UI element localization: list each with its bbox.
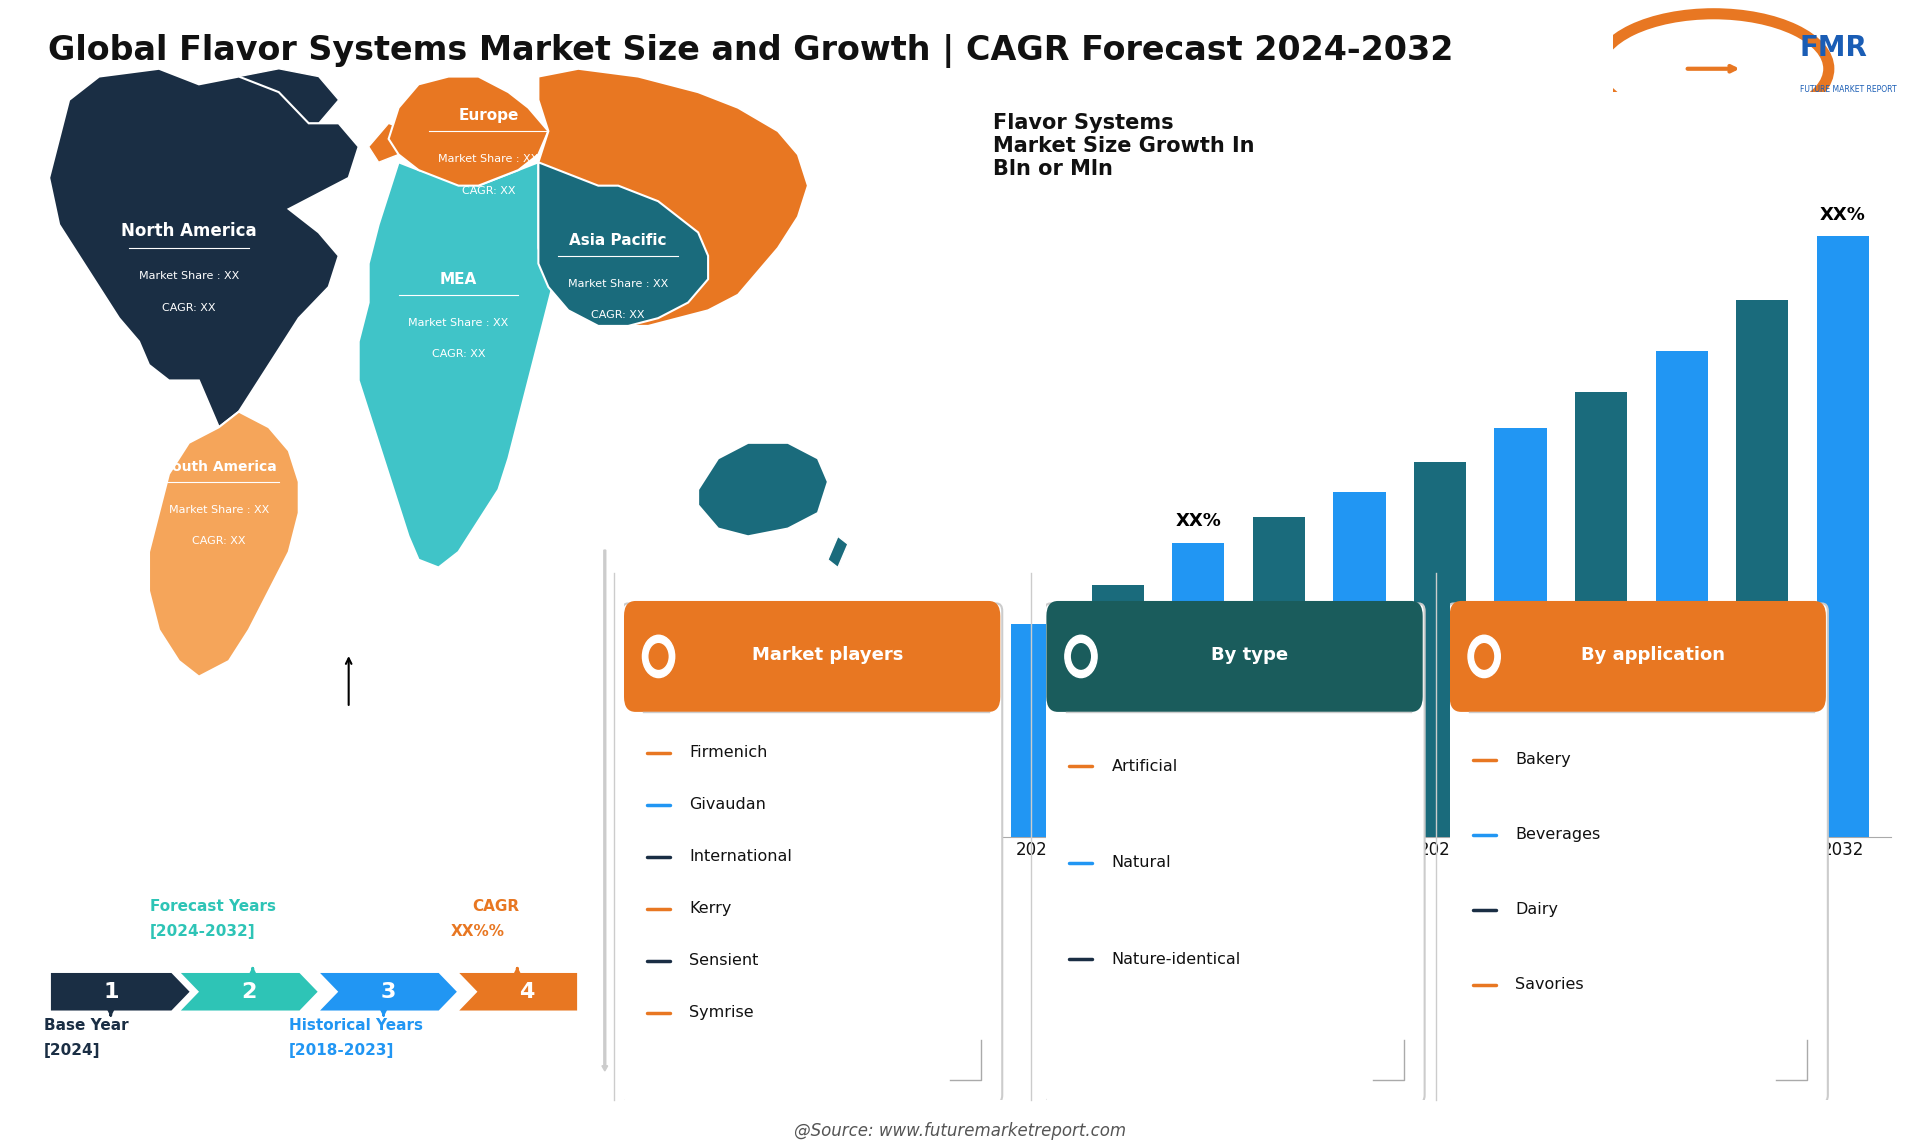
- Text: CAGR: XX: CAGR: XX: [192, 536, 246, 547]
- Text: International: International: [689, 849, 793, 864]
- FancyBboxPatch shape: [1450, 601, 1826, 712]
- Text: XX%: XX%: [1820, 205, 1866, 223]
- Text: XX%: XX%: [1175, 512, 1221, 531]
- Circle shape: [1069, 642, 1092, 670]
- Bar: [1816, 236, 1868, 837]
- Text: Europe: Europe: [459, 109, 518, 124]
- Text: 4: 4: [518, 982, 534, 1002]
- Polygon shape: [238, 69, 338, 124]
- Text: FMR: FMR: [1801, 34, 1868, 62]
- Text: Asia Pacific: Asia Pacific: [570, 233, 666, 248]
- Text: [2024-2032]: [2024-2032]: [150, 925, 255, 940]
- Bar: [1012, 623, 1064, 837]
- FancyBboxPatch shape: [1046, 601, 1423, 712]
- Text: Market Share : XX: Market Share : XX: [568, 280, 668, 289]
- Text: CAGR: XX: CAGR: XX: [591, 311, 645, 321]
- Bar: [1171, 543, 1225, 837]
- Circle shape: [1473, 642, 1496, 670]
- Polygon shape: [369, 124, 409, 163]
- Bar: [1092, 586, 1144, 837]
- Text: Global Flavor Systems Market Size and Growth | CAGR Forecast 2024-2032: Global Flavor Systems Market Size and Gr…: [48, 34, 1453, 69]
- Text: Savories: Savories: [1515, 978, 1584, 992]
- Circle shape: [647, 642, 670, 670]
- Circle shape: [1469, 635, 1500, 677]
- Text: XX%%: XX%%: [451, 925, 505, 940]
- Text: Market Share : XX: Market Share : XX: [438, 155, 540, 165]
- Text: Dairy: Dairy: [1515, 902, 1557, 917]
- Text: Givaudan: Givaudan: [689, 798, 766, 813]
- Text: [2018-2023]: [2018-2023]: [290, 1043, 394, 1058]
- Text: South America: South America: [161, 460, 276, 474]
- Text: [2024]: [2024]: [44, 1043, 100, 1058]
- Polygon shape: [317, 972, 459, 1012]
- Text: Bakery: Bakery: [1515, 752, 1571, 767]
- Polygon shape: [457, 972, 578, 1012]
- FancyBboxPatch shape: [624, 601, 1000, 712]
- Text: Symrise: Symrise: [689, 1005, 755, 1020]
- Polygon shape: [699, 442, 828, 536]
- Bar: [1736, 300, 1788, 837]
- Text: Beverages: Beverages: [1515, 827, 1599, 842]
- Text: Artificial: Artificial: [1112, 759, 1179, 774]
- FancyBboxPatch shape: [622, 604, 1002, 1102]
- Polygon shape: [828, 536, 849, 567]
- Bar: [1252, 517, 1306, 837]
- Text: Base Year: Base Year: [44, 1018, 129, 1033]
- Circle shape: [643, 635, 674, 677]
- Text: Natural: Natural: [1112, 855, 1171, 870]
- Bar: [1413, 462, 1467, 837]
- Text: Historical Years: Historical Years: [290, 1018, 422, 1033]
- Text: FUTURE MARKET REPORT: FUTURE MARKET REPORT: [1801, 85, 1897, 94]
- Text: 1: 1: [104, 982, 119, 1002]
- Polygon shape: [50, 972, 192, 1012]
- Circle shape: [1066, 635, 1096, 677]
- Text: Firmenich: Firmenich: [689, 745, 768, 760]
- Text: 3: 3: [380, 982, 396, 1002]
- Polygon shape: [538, 69, 808, 325]
- Text: Market players: Market players: [753, 646, 902, 665]
- Bar: [1332, 492, 1386, 837]
- Polygon shape: [50, 69, 359, 427]
- Text: CAGR: XX: CAGR: XX: [461, 186, 515, 196]
- Text: CAGR: CAGR: [472, 900, 520, 915]
- Text: MEA: MEA: [440, 272, 478, 286]
- Text: CAGR: XX: CAGR: XX: [432, 350, 486, 360]
- Text: Forecast Years: Forecast Years: [150, 900, 276, 915]
- FancyBboxPatch shape: [1448, 604, 1828, 1102]
- Text: Market Share : XX: Market Share : XX: [138, 272, 240, 282]
- Polygon shape: [359, 163, 568, 567]
- Text: Sensient: Sensient: [689, 953, 758, 968]
- Text: Market Share : XX: Market Share : XX: [169, 505, 269, 516]
- Bar: [1574, 392, 1628, 837]
- Polygon shape: [388, 77, 549, 186]
- Text: Nature-identical: Nature-identical: [1112, 951, 1240, 966]
- Text: @Source: www.futuremarketreport.com: @Source: www.futuremarketreport.com: [795, 1122, 1125, 1140]
- Text: Flavor Systems
Market Size Growth In
Bln or Mln: Flavor Systems Market Size Growth In Bln…: [993, 113, 1254, 180]
- Text: 2: 2: [240, 982, 255, 1002]
- Text: North America: North America: [121, 222, 257, 241]
- FancyBboxPatch shape: [1044, 604, 1425, 1102]
- Text: Kerry: Kerry: [689, 901, 732, 916]
- Polygon shape: [179, 972, 319, 1012]
- Bar: [1494, 427, 1548, 837]
- Polygon shape: [538, 163, 708, 325]
- Text: By application: By application: [1582, 646, 1726, 665]
- Text: By type: By type: [1212, 646, 1288, 665]
- Text: CAGR: XX: CAGR: XX: [161, 303, 215, 313]
- Bar: [1655, 352, 1709, 837]
- Polygon shape: [150, 411, 300, 676]
- Text: Market Share : XX: Market Share : XX: [409, 319, 509, 328]
